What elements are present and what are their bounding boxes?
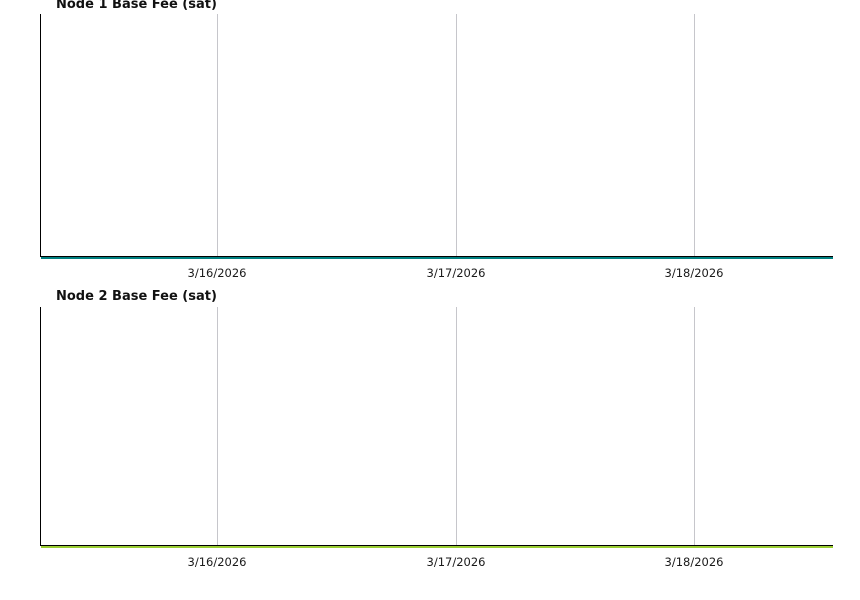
xtick-label-node2-1: 3/16/2026 — [187, 555, 247, 569]
xtick-label-node1-3: 3/18/2026 — [664, 266, 724, 280]
xtick-label-node1-2: 3/17/2026 — [426, 266, 486, 280]
chart-title-node2: Node 2 Base Fee (sat) — [56, 289, 217, 304]
gridline-node2-2 — [456, 307, 457, 545]
gridline-node1-2 — [456, 14, 457, 256]
gridline-node2-3 — [694, 307, 695, 545]
chart-panel-node2: Node 2 Base Fee (sat) 3/16/2026 3/17/202… — [0, 288, 860, 588]
xtick-label-node1-1: 3/16/2026 — [187, 266, 247, 280]
xtick-label-node2-3: 3/18/2026 — [664, 555, 724, 569]
gridline-node1-3 — [694, 14, 695, 256]
chart-panel-node1: Node 1 Base Fee (sat) 3/16/2026 3/17/202… — [0, 0, 860, 290]
chart-title-node1: Node 1 Base Fee (sat) — [56, 0, 217, 12]
plot-area-node1 — [40, 14, 833, 260]
gridline-node1-1 — [217, 14, 218, 256]
gridline-node2-1 — [217, 307, 218, 545]
data-series-node2 — [41, 546, 833, 549]
xtick-label-node2-2: 3/17/2026 — [426, 555, 486, 569]
plot-area-node2 — [40, 307, 833, 549]
data-series-node1 — [41, 257, 833, 260]
